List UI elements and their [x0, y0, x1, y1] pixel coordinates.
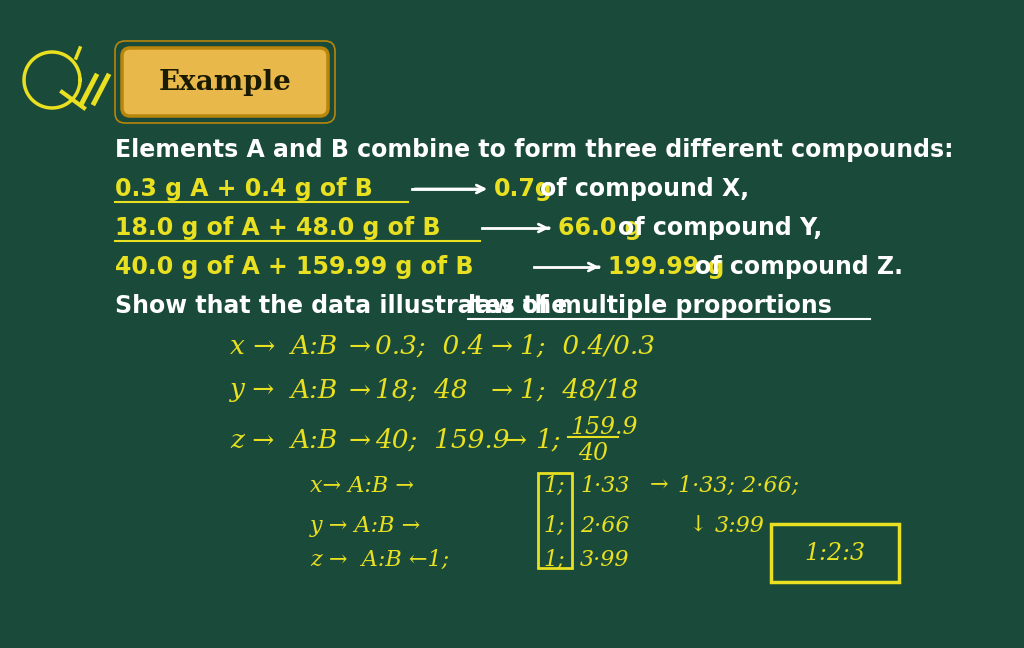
Text: A:B: A:B: [290, 428, 337, 452]
Text: 3:99: 3:99: [715, 515, 765, 537]
Text: law of multiple proportions: law of multiple proportions: [468, 294, 831, 318]
Text: 1;: 1;: [543, 475, 564, 497]
Text: →: →: [348, 334, 370, 358]
Text: x→ A:B →: x→ A:B →: [310, 475, 414, 497]
Text: →: →: [348, 428, 370, 452]
Text: →: →: [348, 378, 370, 402]
Text: of compound Z.: of compound Z.: [695, 255, 903, 279]
Text: A:B: A:B: [290, 334, 337, 358]
Text: 18.0 g of A + 48.0 g of B: 18.0 g of A + 48.0 g of B: [115, 216, 440, 240]
Text: 0.7g: 0.7g: [494, 177, 553, 201]
Text: ↓: ↓: [688, 515, 707, 537]
Text: →: →: [505, 428, 527, 452]
Text: 2·66: 2·66: [580, 515, 630, 537]
Text: A:B: A:B: [290, 378, 337, 402]
Text: 40;  159.9: 40; 159.9: [375, 428, 510, 452]
Text: 18;  48: 18; 48: [375, 378, 468, 402]
Text: 1;: 1;: [535, 428, 560, 452]
Text: Elements A and B combine to form three different compounds:: Elements A and B combine to form three d…: [115, 138, 953, 162]
Text: 40: 40: [578, 443, 608, 465]
Text: z →: z →: [230, 428, 274, 452]
Text: z →  A:B ←1;: z → A:B ←1;: [310, 549, 450, 571]
Text: Show that the data illustrates the: Show that the data illustrates the: [115, 294, 575, 318]
Text: 1;: 1;: [543, 549, 564, 571]
Text: 66.0 g: 66.0 g: [558, 216, 641, 240]
Text: 0.3 g A + 0.4 g of B: 0.3 g A + 0.4 g of B: [115, 177, 373, 201]
Text: 3·99: 3·99: [580, 549, 630, 571]
Bar: [538, 473, 572, 568]
Text: 159.9: 159.9: [570, 417, 638, 439]
Text: 1·33: 1·33: [580, 475, 630, 497]
Text: 1;  48/18: 1; 48/18: [520, 378, 638, 402]
FancyBboxPatch shape: [122, 48, 328, 116]
Text: 0.3;  0.4: 0.3; 0.4: [375, 334, 484, 358]
Text: 1;  0.4/0.3: 1; 0.4/0.3: [520, 334, 655, 358]
Text: of compound X,: of compound X,: [540, 177, 750, 201]
Text: →: →: [650, 475, 669, 497]
Text: 1·33; 2·66;: 1·33; 2·66;: [678, 475, 799, 497]
Text: y →: y →: [230, 378, 275, 402]
Text: y → A:B →: y → A:B →: [310, 515, 421, 537]
Text: →: →: [490, 378, 512, 402]
Text: →: →: [490, 334, 512, 358]
Text: Example: Example: [159, 69, 292, 95]
Text: x →: x →: [230, 334, 275, 358]
Text: 1:2:3: 1:2:3: [805, 542, 865, 564]
Text: of compound Y,: of compound Y,: [618, 216, 822, 240]
Text: 1;: 1;: [543, 515, 564, 537]
Text: 199.99 g: 199.99 g: [608, 255, 724, 279]
Text: 40.0 g of A + 159.99 g of B: 40.0 g of A + 159.99 g of B: [115, 255, 473, 279]
